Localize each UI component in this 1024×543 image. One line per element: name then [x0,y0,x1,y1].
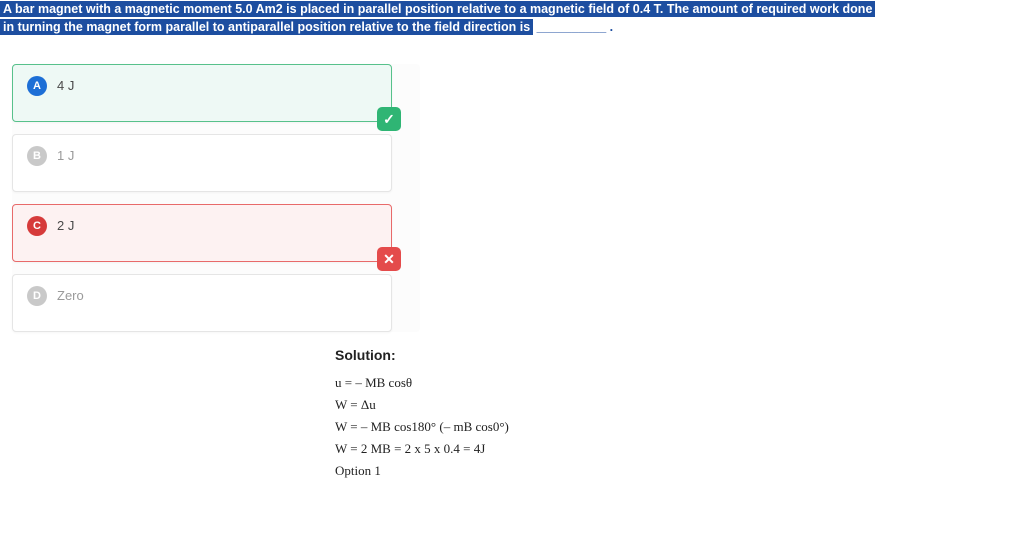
solution-block: Solution: u = – MB cosθ W = Δu W = – MB … [335,344,1024,482]
option-badge-c: C [27,216,47,236]
check-icon: ✓ [377,107,401,131]
option-label-b: 1 J [57,147,74,163]
option-label-c: 2 J [57,217,74,233]
solution-line: Option 1 [335,460,1024,482]
solution-line: W = – MB cos180° (– mB cos0°) [335,416,1024,438]
solution-line: u = – MB cosθ [335,372,1024,394]
option-label-a: 4 J [57,77,74,93]
solution-line: W = 2 MB = 2 x 5 x 0.4 = 4J [335,438,1024,460]
option-a[interactable]: A 4 J ✓ [12,64,392,122]
question-highlight-line1: A bar magnet with a magnetic moment 5.0 … [0,1,875,17]
option-badge-b: B [27,146,47,166]
option-b[interactable]: B 1 J [12,134,392,192]
option-c[interactable]: C 2 J ✕ [12,204,392,262]
solution-line: W = Δu [335,394,1024,416]
option-d[interactable]: D Zero [12,274,392,332]
option-badge-d: D [27,286,47,306]
option-label-d: Zero [57,287,84,303]
question-blank: __________ . [533,20,613,34]
question-highlight-line2: in turning the magnet form parallel to a… [0,19,533,35]
option-badge-a: A [27,76,47,96]
solution-title: Solution: [335,344,1024,368]
question-text: A bar magnet with a magnetic moment 5.0 … [0,0,1010,36]
cross-icon: ✕ [377,247,401,271]
options-list: A 4 J ✓ B 1 J C 2 J ✕ D Zero [12,64,420,332]
